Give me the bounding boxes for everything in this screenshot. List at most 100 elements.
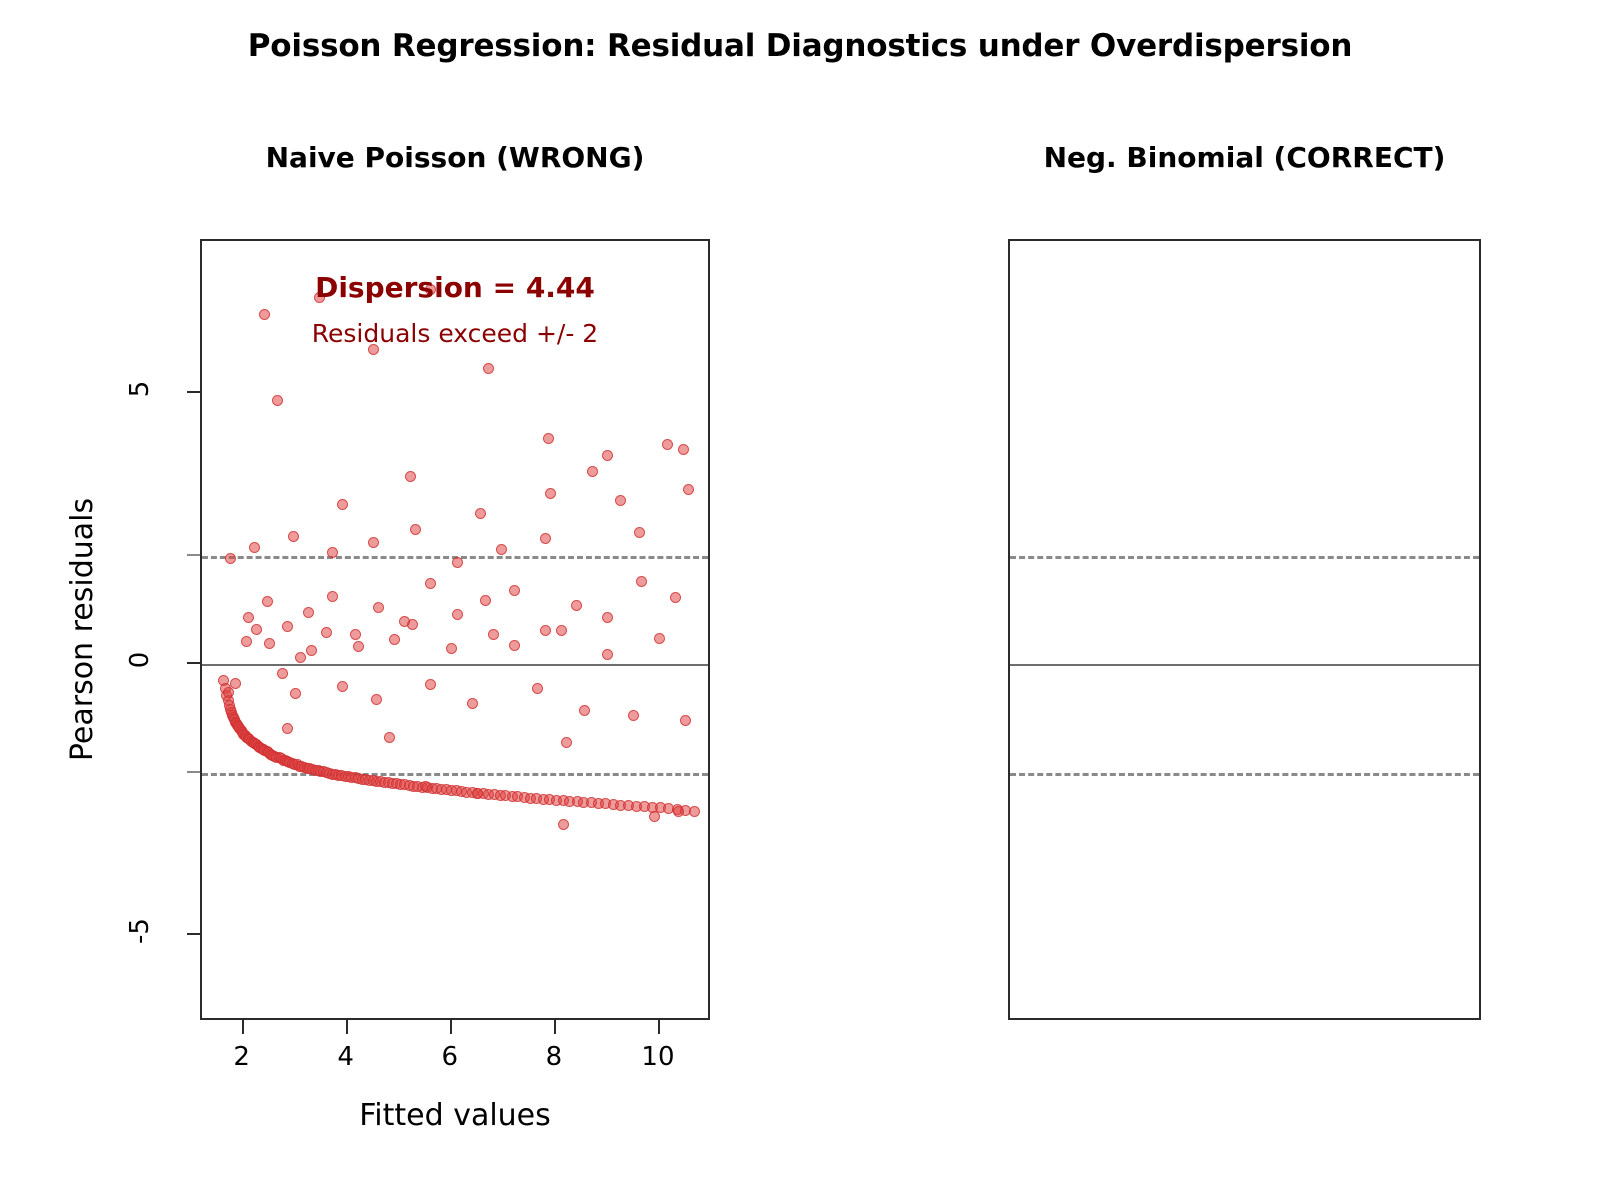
zero-reference-line (1010, 664, 1479, 667)
scatter-point (264, 637, 276, 649)
scatter-point (350, 628, 362, 640)
panel-naive-poisson: Naive Poisson (WRONG) Dispersion = 4.44 R… (65, 141, 710, 1133)
scatter-point (326, 590, 338, 602)
x-tick-mark (241, 1020, 244, 1034)
scatter-point (404, 471, 416, 483)
scatter-point (425, 578, 437, 590)
scatter-point (222, 686, 234, 698)
x-tick-label: 2 (233, 1042, 250, 1072)
y-axis-title: Pearson residuals (64, 497, 100, 761)
scatter-point (368, 536, 380, 548)
scatter-point (508, 639, 520, 651)
y-tick-label: 0 (125, 651, 155, 669)
scatter-point (495, 543, 507, 555)
scatter-point (373, 601, 385, 613)
scatter-point (677, 444, 689, 456)
scatter-point (337, 498, 348, 510)
scatter-point (337, 681, 348, 693)
y-tick-label: 5 (125, 380, 155, 398)
y-minor-tick-mark (187, 553, 200, 556)
scatter-point (555, 624, 567, 636)
scatter-point (672, 806, 684, 818)
scatter-point (472, 787, 484, 799)
scatter-point (487, 628, 499, 640)
y-tick-mark (187, 933, 200, 936)
scatter-point (230, 677, 242, 689)
scatter-point (243, 612, 255, 624)
scatter-point (409, 524, 421, 536)
scatter-point (282, 722, 294, 734)
plot-area-naive-poisson: Dispersion = 4.44 Residuals exceed +/- 2 (200, 239, 710, 1020)
scatter-point (303, 607, 315, 619)
scatter-point (240, 635, 252, 647)
x-tick-label: 4 (337, 1042, 354, 1072)
scatter-point (258, 308, 270, 320)
scatter-point (662, 438, 674, 450)
figure-title: Poisson Regression: Residual Diagnostics… (247, 28, 1353, 64)
scatter-point (480, 594, 492, 606)
scatter-point (425, 679, 437, 691)
scatter-point (539, 532, 551, 544)
reference-band-line-lower (202, 772, 708, 776)
scatter-point (313, 292, 325, 304)
scatter-point (571, 599, 583, 611)
scatter-point (508, 585, 520, 597)
scatter-point (474, 507, 486, 519)
scatter-point (688, 806, 700, 818)
scatter-point (261, 596, 273, 608)
scatter-point (579, 704, 590, 716)
dispersion-annotation: Dispersion = 4.44 (315, 271, 595, 304)
plot-area-neg-binomial (1008, 239, 1481, 1020)
scatter-point (399, 616, 411, 628)
scatter-point (420, 780, 432, 792)
scatter-point (352, 640, 364, 652)
scatter-point (615, 494, 627, 506)
scatter-point (389, 634, 401, 646)
x-tick-mark (657, 1020, 660, 1034)
scatter-point (467, 697, 479, 709)
scatter-point (287, 531, 299, 543)
scatter-point (282, 620, 294, 632)
zero-reference-line (202, 664, 708, 667)
x-tick-label: 10 (641, 1042, 675, 1072)
residual-behaviour-annotation: Residuals exceed +/- 2 (311, 319, 599, 348)
scatter-point (295, 652, 307, 664)
x-tick-label: 8 (545, 1042, 563, 1072)
scatter-point (586, 466, 598, 477)
scatter-point (542, 433, 554, 445)
scatter-point (532, 682, 544, 694)
scatter-point (290, 688, 302, 700)
scatter-point (683, 483, 695, 495)
scatter-point (602, 449, 614, 461)
scatter-point (654, 632, 666, 644)
scatter-point (558, 818, 570, 830)
scatter-point (482, 362, 494, 374)
scatter-point (636, 576, 648, 588)
x-axis-title: Fitted values (359, 1098, 551, 1133)
scatter-point (321, 627, 333, 639)
panel-title-neg-binomial: Neg. Binomial (CORRECT) (1043, 141, 1446, 174)
scatter-point (326, 547, 338, 559)
scatter-point (545, 487, 557, 499)
x-tick-label: 6 (441, 1042, 459, 1072)
scatter-point (649, 811, 661, 823)
scatter-point (451, 556, 463, 568)
scatter-point (633, 527, 645, 539)
scatter-point (602, 648, 614, 660)
scatter-point (451, 608, 463, 620)
scatter-point (602, 612, 614, 624)
scatter-point (277, 668, 289, 680)
scatter-point (425, 284, 437, 296)
x-tick-mark (345, 1020, 348, 1034)
scatter-point (248, 541, 260, 553)
scatter-point (670, 592, 682, 604)
scatter-point (225, 552, 237, 564)
panel-title-naive-poisson: Naive Poisson (WRONG) (265, 141, 645, 174)
scatter-point (368, 343, 380, 355)
reference-band-line-upper (1010, 555, 1479, 559)
scatter-point (628, 710, 640, 722)
scatter-point (446, 643, 458, 655)
scatter-point (305, 644, 317, 656)
scatter-point (251, 624, 263, 636)
